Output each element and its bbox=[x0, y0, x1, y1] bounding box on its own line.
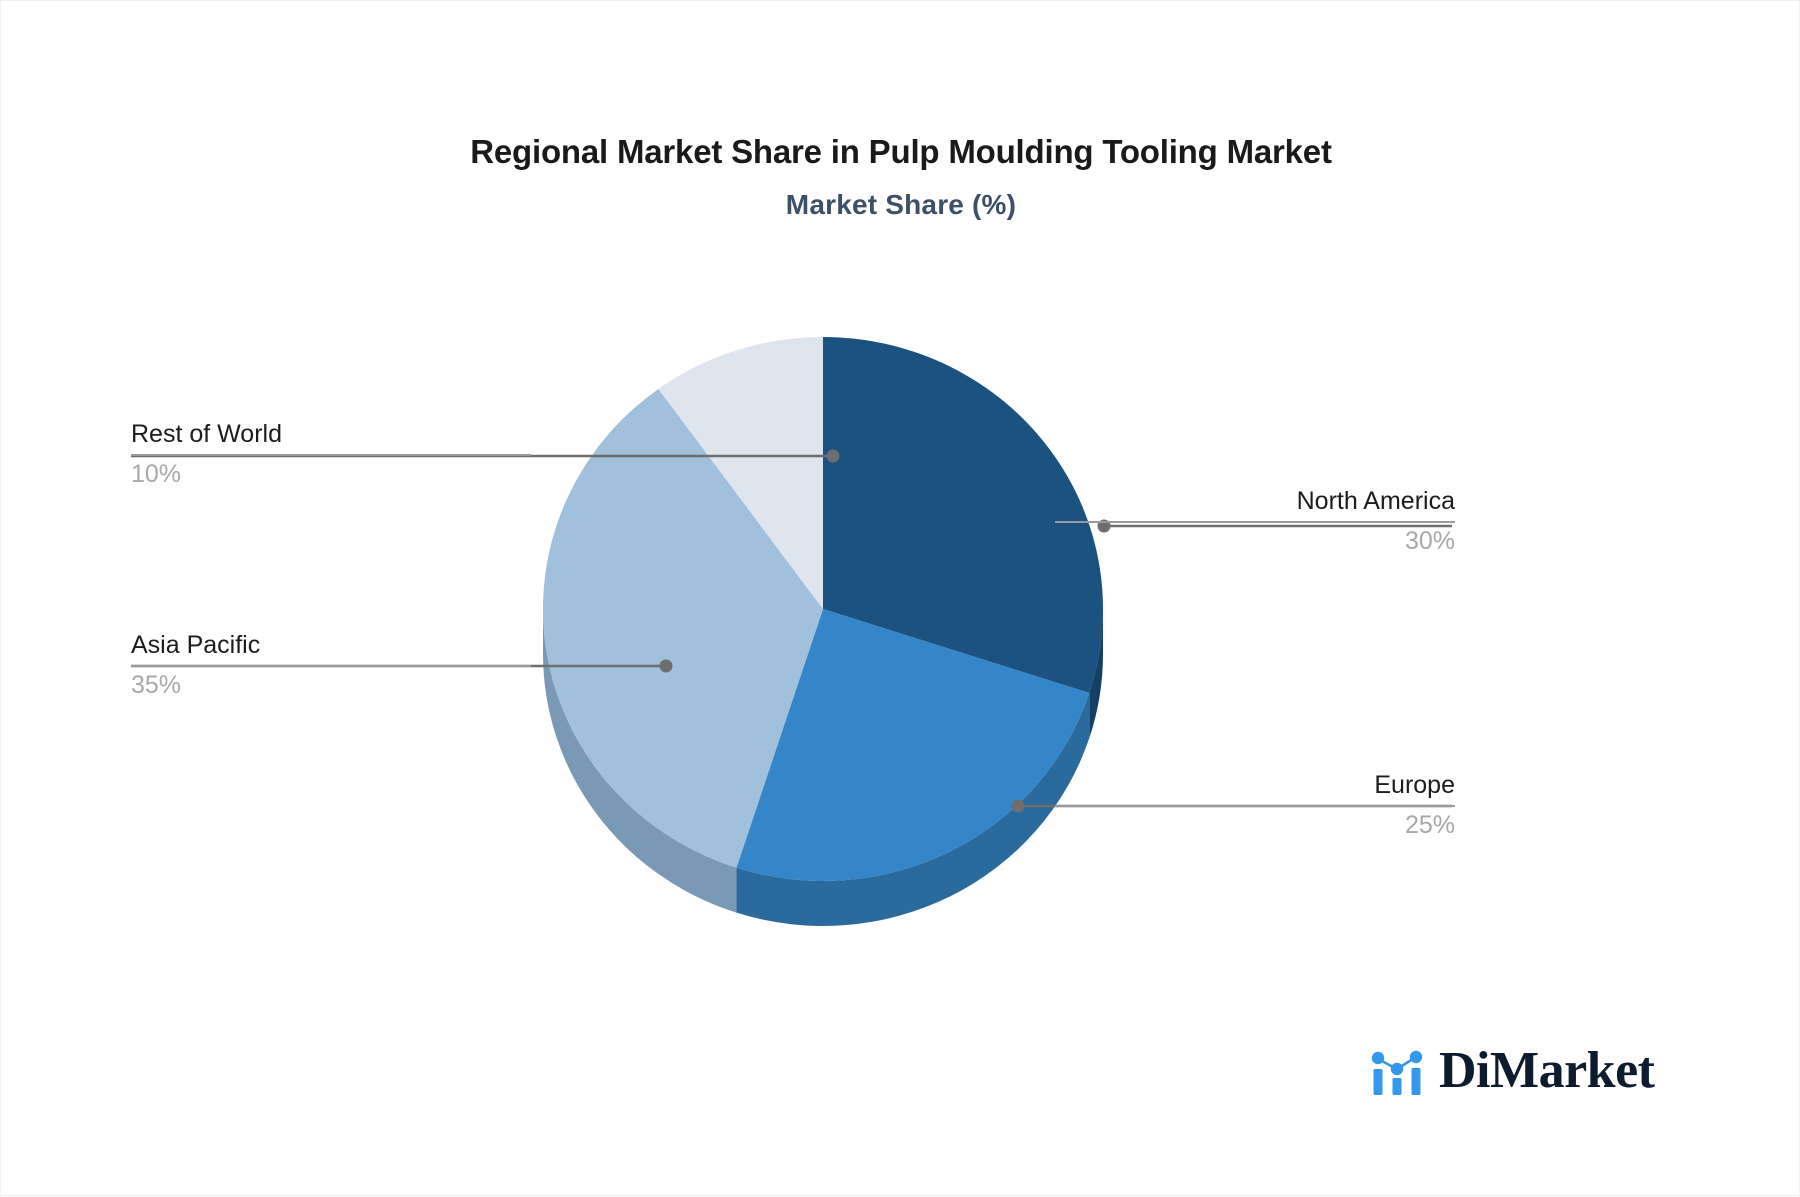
callout-label-europe: Europe bbox=[1374, 771, 1455, 799]
callout-rule-europe bbox=[1055, 805, 1455, 807]
callout-value-asia-pacific: 35% bbox=[131, 671, 182, 699]
slice-europe bbox=[736, 609, 1090, 882]
leader-dots bbox=[659, 449, 1111, 813]
callout-asia-pacific: Asia Pacific 35% bbox=[131, 630, 531, 700]
callout-rule-rest-of-world bbox=[131, 454, 531, 456]
callout-north-america: North America 30% bbox=[1055, 486, 1455, 556]
slice-north-america bbox=[823, 337, 1103, 694]
leader-dot-rest-of-world bbox=[826, 449, 840, 463]
callout-rest-of-world: Rest of World 10% bbox=[131, 419, 531, 489]
leader-dot-europe bbox=[1011, 799, 1025, 813]
chart-title: Regional Market Share in Pulp Moulding T… bbox=[470, 133, 1332, 170]
chart-subtitle: Market Share (%) bbox=[785, 189, 1017, 220]
leader-dot-asia-pacific bbox=[659, 659, 673, 673]
pie-top-faces bbox=[543, 337, 1103, 882]
brand-wordmark: DiMarket bbox=[1439, 1042, 1655, 1099]
callout-value-europe: 25% bbox=[1404, 811, 1455, 839]
bar-chart-dots-icon bbox=[1371, 1050, 1423, 1095]
callout-label-asia-pacific: Asia Pacific bbox=[131, 631, 261, 659]
slice-asia-pacific bbox=[543, 388, 823, 868]
brand-logo: DiMarket bbox=[1369, 1042, 1655, 1099]
callout-rule-asia-pacific bbox=[131, 665, 531, 667]
slice-rest-of-world bbox=[658, 337, 823, 609]
slice-side-asia-pacific bbox=[543, 609, 737, 913]
callout-rule-north-america bbox=[1055, 521, 1455, 523]
callout-value-rest-of-world: 10% bbox=[131, 460, 182, 488]
callout-label-north-america: North America bbox=[1296, 487, 1455, 515]
callout-label-rest-of-world: Rest of World bbox=[131, 420, 282, 448]
callout-europe: Europe 25% bbox=[1055, 770, 1455, 840]
callout-value-north-america: 30% bbox=[1404, 527, 1455, 555]
slice-side-north-america bbox=[1089, 609, 1103, 739]
